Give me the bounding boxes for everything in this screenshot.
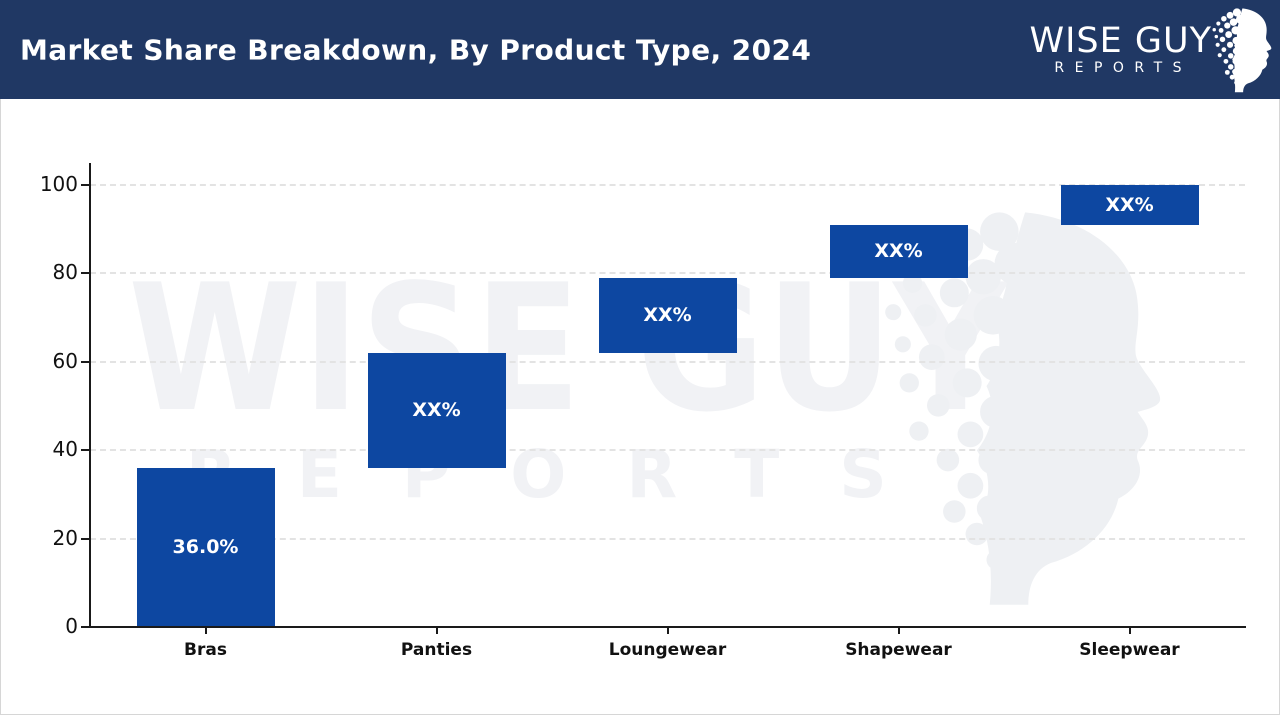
bar-value-label-bras: 36.0% [172, 536, 239, 559]
y-axis-line [89, 163, 91, 628]
x-axis-line [89, 626, 1246, 628]
gridline-100 [90, 184, 1245, 186]
bar-value-label-sleepwear: XX% [1105, 193, 1154, 216]
x-axis-tick-shapewear [897, 627, 900, 634]
y-axis-tick-60 [81, 360, 90, 363]
bar-loungewear: XX% [598, 277, 737, 353]
y-axis-tick-label-0: 0 [65, 614, 78, 638]
gridline-20 [90, 537, 1245, 540]
brand-logo: WISE GUY REPORTS [1029, 3, 1274, 96]
x-axis-label-sleepwear: Sleepwear [1079, 640, 1180, 660]
bar-value-label-loungewear: XX% [643, 304, 692, 327]
y-axis-tick-label-60: 60 [52, 348, 78, 373]
y-axis-tick-label-40: 40 [52, 437, 78, 462]
y-axis-tick-label-20: 20 [52, 525, 78, 550]
x-axis-label-loungewear: Loungewear [608, 640, 727, 660]
gridline-60 [90, 360, 1245, 363]
watermark-text-wise-guy: WISE GUY [128, 248, 1008, 451]
bar-value-label-shapewear: XX% [874, 240, 923, 263]
y-axis-tick-20 [81, 537, 90, 540]
y-axis-tick-100 [81, 184, 90, 186]
gridline-80 [90, 272, 1245, 275]
bar-panties: XX% [367, 352, 506, 468]
bar-shapewear: XX% [829, 224, 968, 278]
x-axis-label-shapewear: Shapewear [845, 640, 952, 660]
x-axis-tick-loungewear [666, 627, 669, 634]
head-profile-dots-icon [1204, 7, 1274, 93]
y-axis-tick-80 [81, 272, 90, 275]
bar-sleepwear: XX% [1060, 185, 1199, 225]
y-axis-tick-label-100: 100 [39, 172, 78, 196]
y-axis-tick-40 [81, 449, 90, 452]
header-bar: Market Share Breakdown, By Product Type,… [0, 0, 1280, 99]
x-axis-label-bras: Bras [184, 640, 227, 660]
x-axis-tick-sleepwear [1128, 627, 1131, 634]
watermark-text-reports: REPORTS [186, 436, 947, 513]
y-axis-tick-label-80: 80 [52, 260, 78, 285]
x-axis-tick-panties [435, 627, 438, 634]
brand-name: WISE GUY [1029, 20, 1212, 61]
brand-subname: REPORTS [1054, 60, 1193, 77]
chart-title: Market Share Breakdown, By Product Type,… [20, 33, 812, 66]
gridline-40 [90, 449, 1245, 452]
x-axis-tick-bras [204, 627, 207, 634]
y-axis-tick-0 [81, 626, 90, 628]
x-axis-label-panties: Panties [400, 640, 473, 660]
bar-value-label-panties: XX% [412, 399, 461, 422]
brand-logo-text: WISE GUY REPORTS [1029, 20, 1212, 77]
bar-bras: 36.0% [136, 467, 275, 627]
